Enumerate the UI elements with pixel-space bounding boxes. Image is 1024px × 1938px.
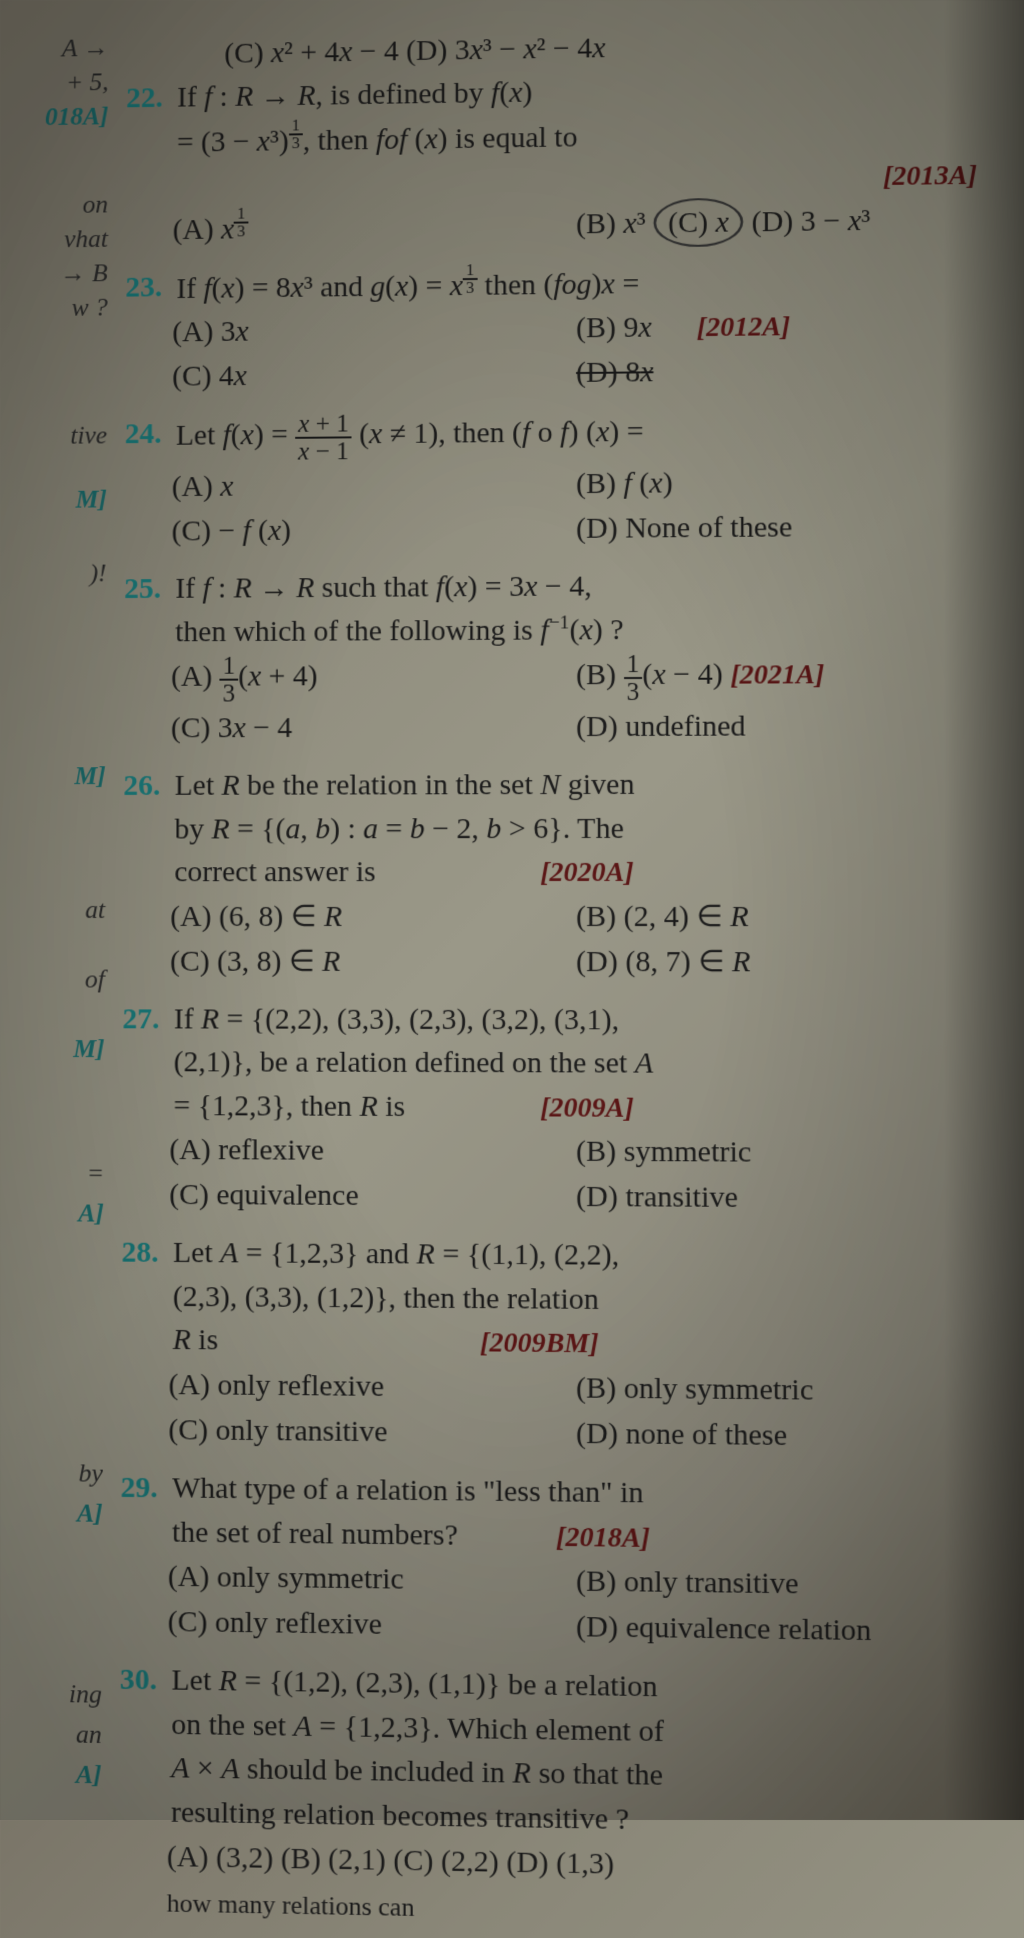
options: (A) 13(x + 4) (B) 13(x − 4) [2021A] (C) … xyxy=(124,650,988,751)
margin-note: M] xyxy=(5,761,113,791)
options: (A) x (B) f (x) (C) − f (x) (D) None of … xyxy=(124,458,986,553)
qtext: Let R = {(1,2), (2,3), (1,1)} be a relat… xyxy=(171,1658,983,1847)
question-29: 29. What type of a relation is "less tha… xyxy=(120,1466,990,1655)
qnum: 23. xyxy=(125,265,172,308)
margin-note: w ? xyxy=(8,293,116,324)
qtext: What type of a relation is "less than" i… xyxy=(172,1466,982,1563)
qtext: If R = {(2,2), (3,3), (2,3), (3,2), (3,1… xyxy=(173,997,980,1130)
margin-note: M] xyxy=(4,1034,112,1064)
margin-note: 018A] xyxy=(9,102,117,133)
question-22: 22. If f : R → R, is defined by f(x) = (… xyxy=(126,64,986,252)
margin-note: of xyxy=(4,965,112,995)
options: (A) 3x (B) 9x [2012A] (C) 4x (D) 8x xyxy=(125,302,986,400)
margin-note: A] xyxy=(3,1198,112,1228)
margin-note: an xyxy=(1,1718,110,1750)
question-27: 27. If R = {(2,2), (3,3), (2,3), (3,2), … xyxy=(122,997,989,1221)
margin-note: = xyxy=(3,1158,112,1188)
qtext: Let A = {1,2,3} and R = {(1,1), (2,2), (… xyxy=(173,1231,981,1368)
options: (A) only symmetric (B) only transitive (… xyxy=(120,1553,990,1655)
qnum: 26. xyxy=(123,764,170,807)
margin-note: + 5, xyxy=(9,67,117,98)
options: (A) x13 (B) x³ (C) x (D) 3 − x³ xyxy=(126,196,986,252)
question-30: 30. Let R = {(1,2), (2,3), (1,1)} be a r… xyxy=(119,1658,991,1938)
margin-note: at xyxy=(5,895,113,925)
qnum: 27. xyxy=(122,997,170,1040)
margin-note: A → xyxy=(9,33,117,64)
margin-note: by xyxy=(2,1458,111,1489)
margin-note: vhat xyxy=(8,224,116,255)
margin-note: )! xyxy=(6,559,114,589)
margin-note: A] xyxy=(2,1498,111,1529)
question-25: 25. If f : R → R such that f(x) = 3x − 4… xyxy=(124,562,988,750)
qnum: 22. xyxy=(126,76,173,119)
margin-note: on xyxy=(8,190,116,221)
qnum: 25. xyxy=(124,567,171,610)
question-26: 26. Let R be the relation in the set N g… xyxy=(123,762,988,984)
qnum: 29. xyxy=(121,1466,169,1510)
margin-note: tive xyxy=(7,421,115,451)
qnum: 30. xyxy=(120,1658,168,1702)
qtext: If f : R → R, is defined by f(x) = (3 − … xyxy=(177,65,977,207)
question-24: 24. Let f(x) = x + 1x − 1 (x ≠ 1), then … xyxy=(124,405,986,553)
qnum: 24. xyxy=(125,412,172,455)
options: (A) only reflexive (B) only symmetric (C… xyxy=(121,1362,990,1460)
options: (A) (6, 8) ∈ R (B) (2, 4) ∈ R (C) (3, 8)… xyxy=(123,894,988,985)
qnum: 28. xyxy=(121,1231,169,1275)
question-23: 23. If f(x) = 8x³ and g(x) = x13 then (f… xyxy=(125,256,986,399)
page-content: A → + 5, 018A] on vhat → B w ? tive M] )… xyxy=(0,0,1024,1835)
qtext: If f : R → R such that f(x) = 3x − 4, th… xyxy=(175,563,978,654)
margin-note: → B xyxy=(8,258,116,289)
margin-note: M] xyxy=(7,485,115,515)
page-shadow xyxy=(944,0,1024,1820)
margin-note: ing xyxy=(1,1678,110,1710)
question-28: 28. Let A = {1,2,3} and R = {(1,1), (2,2… xyxy=(121,1231,990,1460)
qtext: Let f(x) = x + 1x − 1 (x ≠ 1), then (f o… xyxy=(176,405,978,464)
margin-note: A] xyxy=(0,1759,109,1791)
qtext: Let R be the relation in the set N given… xyxy=(174,762,979,894)
options: (A) reflexive (B) symmetric (C) equivale… xyxy=(122,1127,989,1221)
